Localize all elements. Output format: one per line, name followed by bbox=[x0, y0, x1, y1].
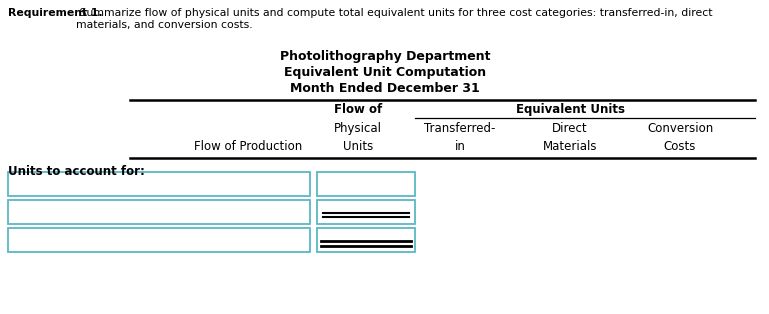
Text: Month Ended December 31: Month Ended December 31 bbox=[290, 82, 480, 95]
Text: Physical: Physical bbox=[334, 122, 382, 135]
FancyBboxPatch shape bbox=[8, 200, 310, 224]
Text: Costs: Costs bbox=[664, 140, 696, 153]
FancyBboxPatch shape bbox=[317, 172, 415, 196]
FancyBboxPatch shape bbox=[317, 228, 415, 252]
Text: Photolithography Department: Photolithography Department bbox=[280, 50, 491, 63]
Text: Direct: Direct bbox=[552, 122, 588, 135]
Text: Equivalent Units: Equivalent Units bbox=[515, 103, 624, 116]
Text: Flow of: Flow of bbox=[334, 103, 382, 116]
Text: in: in bbox=[454, 140, 465, 153]
Text: Materials: Materials bbox=[543, 140, 598, 153]
Text: Flow of Production: Flow of Production bbox=[194, 140, 302, 153]
Text: Units: Units bbox=[343, 140, 373, 153]
FancyBboxPatch shape bbox=[8, 172, 310, 196]
FancyBboxPatch shape bbox=[317, 200, 415, 224]
Text: Units to account for:: Units to account for: bbox=[8, 165, 145, 178]
Text: Transferred-: Transferred- bbox=[424, 122, 496, 135]
Text: Requirement 1.: Requirement 1. bbox=[8, 8, 102, 18]
Text: Equivalent Unit Computation: Equivalent Unit Computation bbox=[284, 66, 486, 79]
Text: Summarize flow of physical units and compute total equivalent units for three co: Summarize flow of physical units and com… bbox=[76, 8, 713, 30]
FancyBboxPatch shape bbox=[8, 228, 310, 252]
Text: Conversion: Conversion bbox=[647, 122, 713, 135]
